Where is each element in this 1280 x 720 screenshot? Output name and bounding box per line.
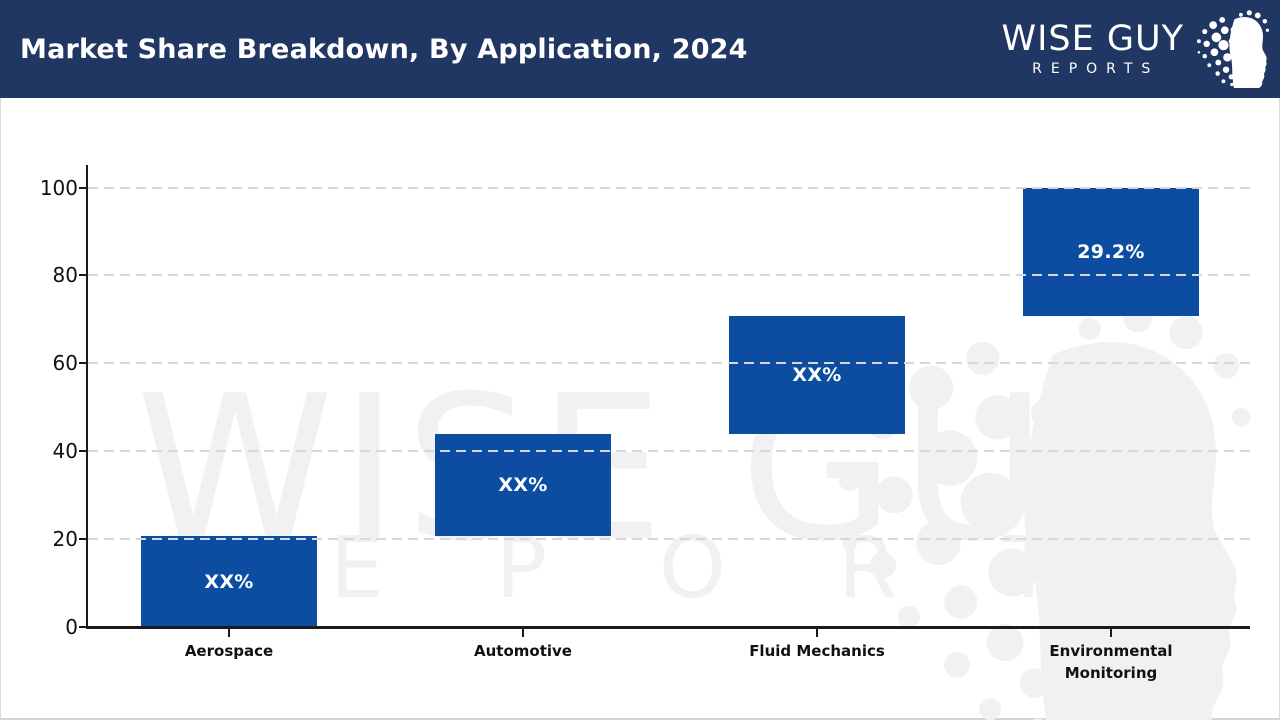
y-tick-40 <box>79 450 86 453</box>
bar-value-label: XX% <box>792 363 842 386</box>
y-tick-label-0: 0 <box>65 615 78 639</box>
x-tick-4 <box>1110 629 1112 637</box>
y-tick-80 <box>79 274 86 277</box>
header-bar: Market Share Breakdown, By Application, … <box>0 0 1280 98</box>
y-tick-label-80: 80 <box>52 263 78 288</box>
chart-title: Market Share Breakdown, By Application, … <box>20 33 748 65</box>
x-tick-2 <box>522 629 524 637</box>
x-category-label: Environmental Monitoring <box>1049 642 1173 682</box>
x-category-label: Automotive <box>474 642 572 660</box>
y-tick-20 <box>79 538 86 541</box>
x-tick-3 <box>816 629 818 637</box>
bar-value-label: 29.2% <box>1077 240 1145 263</box>
y-tick-60 <box>79 362 86 365</box>
gridline-80 <box>88 274 1250 277</box>
gridline-60 <box>88 362 1250 365</box>
y-axis-line <box>86 165 88 629</box>
brand-logo: WISE GUY REPORTS <box>1001 10 1270 88</box>
gridline-100 <box>88 186 1250 189</box>
gridline-40 <box>88 450 1250 453</box>
bar-automotive: XX% <box>435 433 611 537</box>
bar-value-label: XX% <box>204 570 254 593</box>
x-axis-line <box>86 626 1250 629</box>
y-tick-label-100: 100 <box>39 175 78 200</box>
y-tick-label-40: 40 <box>52 439 78 464</box>
y-tick-100 <box>79 186 86 189</box>
logo-brand-label: WISE GUY <box>1001 18 1184 59</box>
logo-sub-label: REPORTS <box>1032 60 1160 77</box>
x-category-label: Fluid Mechanics <box>749 642 885 660</box>
bar-fluid-mechanics: XX% <box>729 315 905 434</box>
x-tick-1 <box>228 629 230 637</box>
brand-logo-text: WISE GUY REPORTS <box>1001 18 1184 77</box>
bar-aerospace: XX% <box>141 536 317 627</box>
y-tick-label-20: 20 <box>52 527 78 552</box>
y-tick-0 <box>79 626 86 628</box>
bar-value-label: XX% <box>498 474 548 497</box>
gridline-20 <box>88 538 1250 541</box>
y-tick-label-60: 60 <box>52 351 78 376</box>
bar-environmental-monitoring: 29.2% <box>1023 187 1199 316</box>
x-category-label: Aerospace <box>184 642 274 660</box>
